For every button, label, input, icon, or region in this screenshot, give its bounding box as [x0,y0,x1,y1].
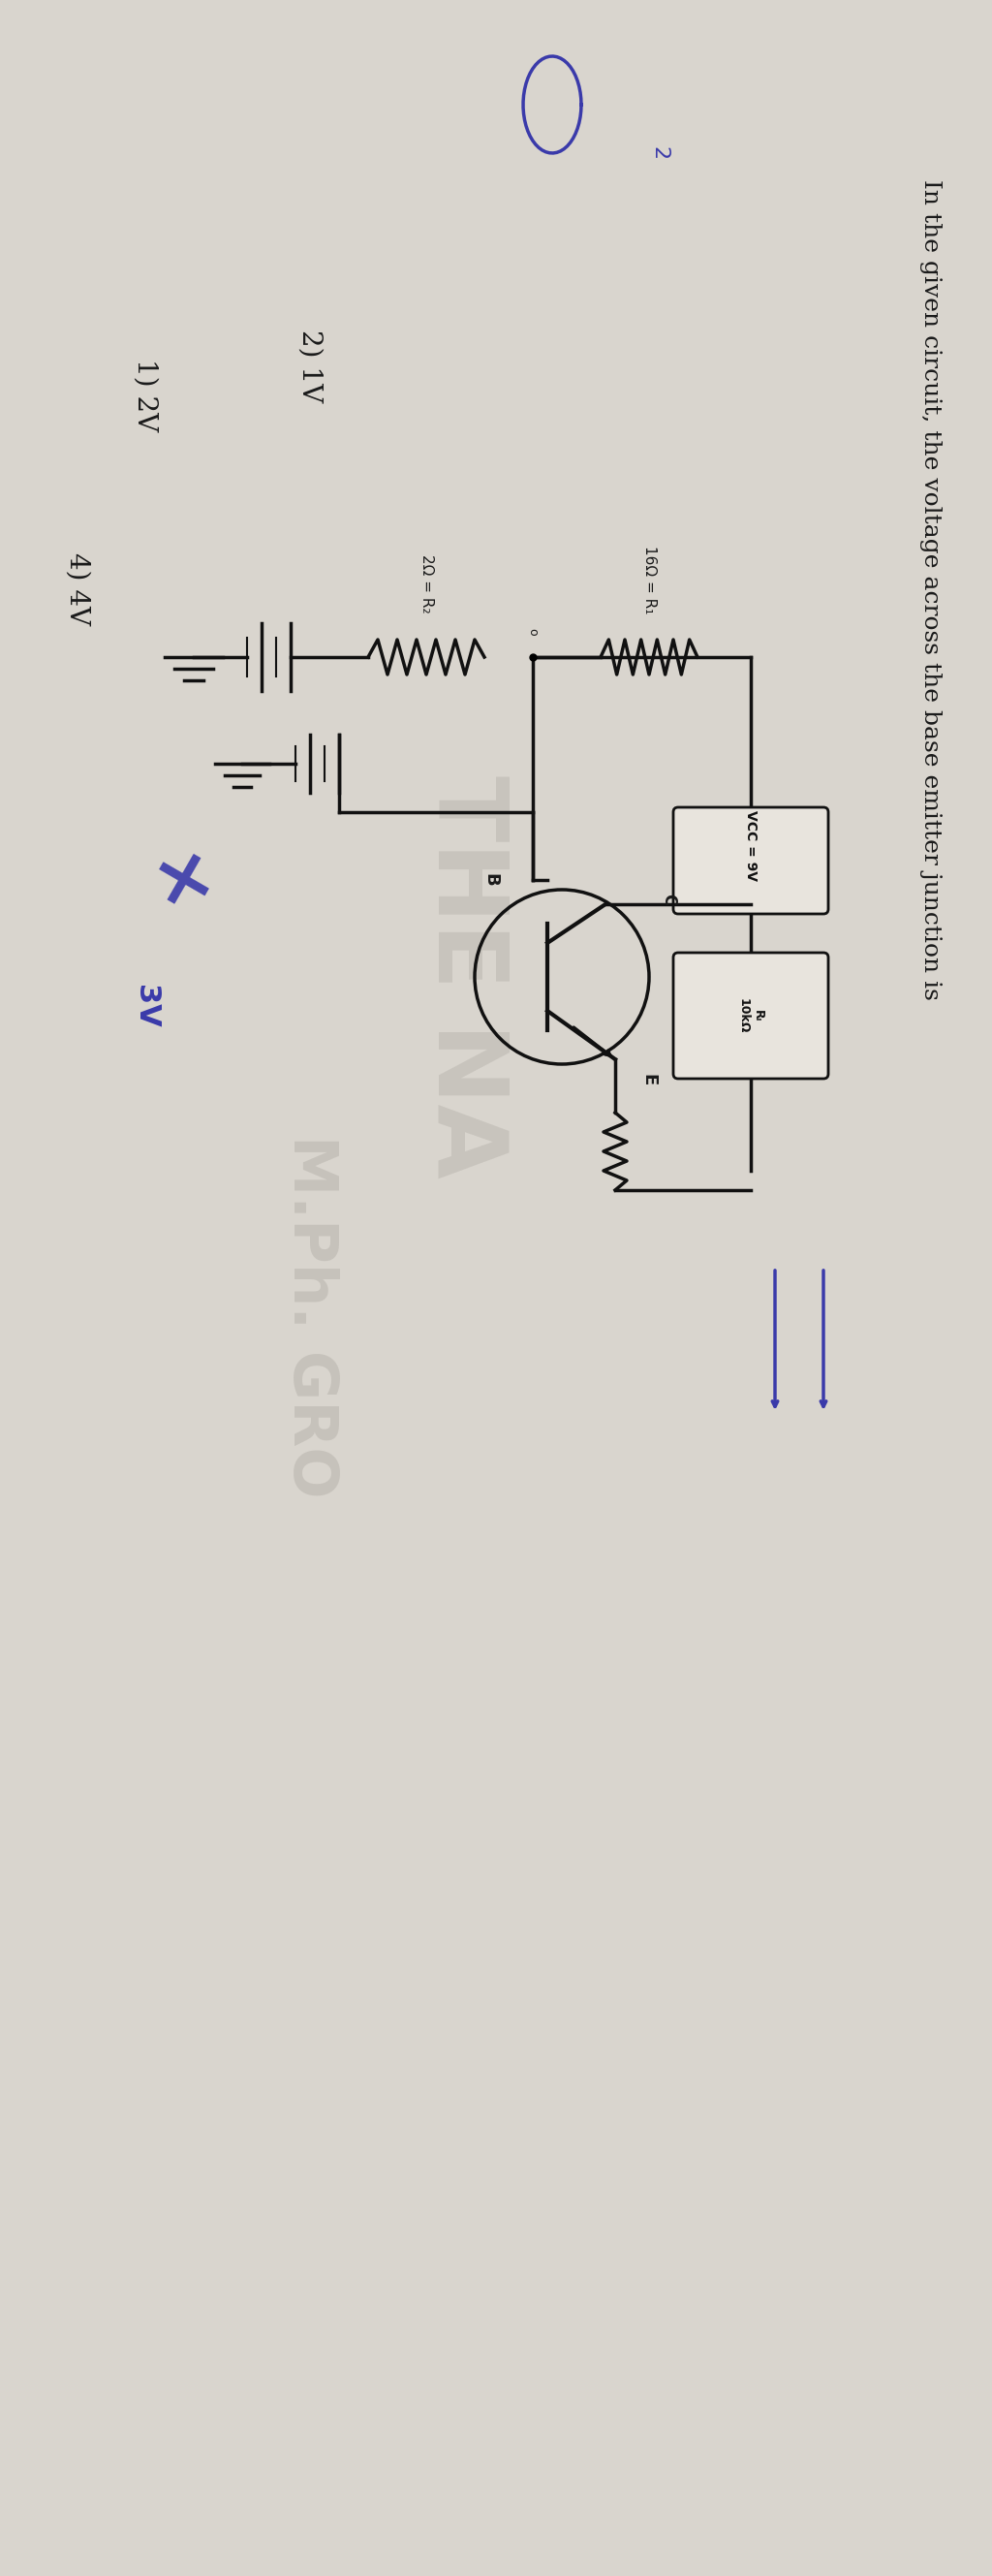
Text: 3V: 3V [131,984,160,1028]
FancyBboxPatch shape [674,806,828,914]
Text: C: C [660,894,678,904]
Text: 2: 2 [649,147,669,160]
Text: B: B [481,873,499,886]
Text: Rₗ
10kΩ: Rₗ 10kΩ [737,997,765,1033]
Text: E: E [640,1074,657,1084]
Text: 1) 2V: 1) 2V [132,358,159,433]
Text: 2) 1V: 2) 1V [297,330,323,402]
Text: VCC = 9V: VCC = 9V [744,811,758,881]
Text: M.Ph. GRO: M.Ph. GRO [281,1133,339,1497]
Text: o: o [527,629,539,636]
Text: In the given circuit, the voltage across the base emitter junction is: In the given circuit, the voltage across… [919,178,941,999]
Text: 4) 4V: 4) 4V [64,554,90,626]
Text: ×: × [145,837,223,922]
Text: THE NA: THE NA [418,775,512,1177]
FancyBboxPatch shape [674,953,828,1079]
Text: 16Ω = R₁: 16Ω = R₁ [642,546,657,613]
Text: 2Ω = R₂: 2Ω = R₂ [419,554,434,613]
